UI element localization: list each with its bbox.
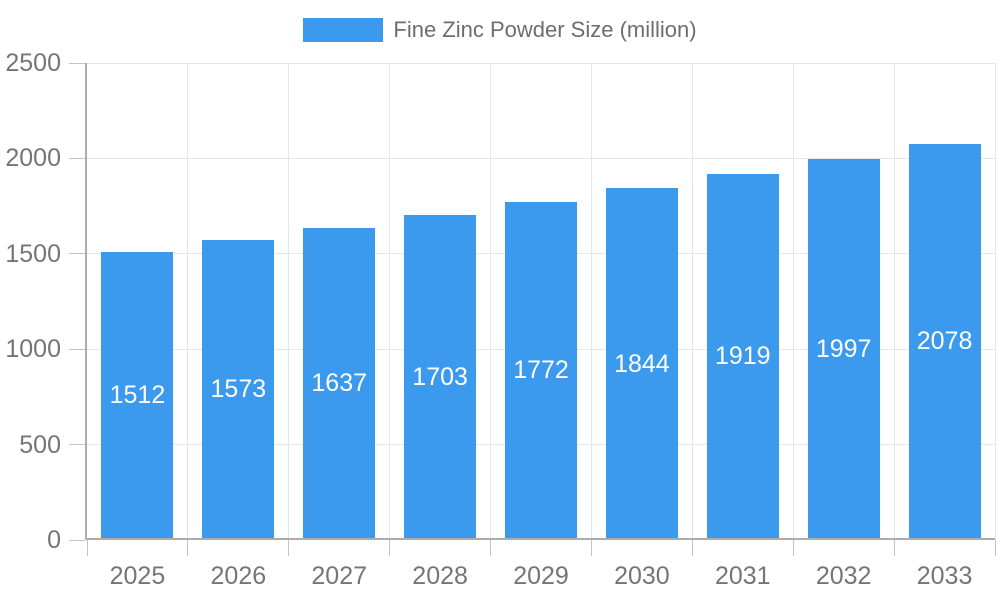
bar-value-label: 1573 — [210, 375, 267, 404]
x-axis-tick — [792, 540, 794, 556]
x-axis-tick — [893, 540, 895, 556]
grid-line-vertical — [288, 63, 290, 540]
x-axis-tick — [994, 540, 996, 556]
legend-swatch — [303, 18, 384, 42]
bar-value-label: 1512 — [109, 381, 166, 410]
y-axis-tick — [69, 539, 85, 541]
x-axis-label: 2027 — [311, 562, 368, 590]
x-axis-label: 2033 — [916, 562, 973, 590]
grid-line-vertical — [691, 63, 693, 540]
grid-line-vertical — [187, 63, 189, 540]
grid-line-vertical — [994, 63, 996, 540]
y-axis-label: 1000 — [5, 335, 61, 364]
grid-line-vertical — [792, 63, 794, 540]
grid-line-horizontal — [87, 62, 995, 64]
bar-2025[interactable]: 1512 — [101, 251, 174, 540]
grid-line-vertical — [490, 63, 492, 540]
y-axis-tick — [69, 444, 85, 446]
y-axis-label: 2000 — [5, 144, 61, 173]
bar-2030[interactable]: 1844 — [605, 188, 678, 540]
bar-value-label: 1919 — [714, 342, 771, 371]
y-axis-label: 500 — [19, 430, 61, 459]
y-axis-label: 1500 — [5, 239, 61, 268]
y-axis-tick — [69, 62, 85, 64]
bar-value-label: 1703 — [412, 363, 468, 392]
x-axis-tick — [490, 540, 492, 556]
x-axis-label: 2029 — [513, 562, 569, 590]
legend-label: Fine Zinc Powder Size (million) — [393, 17, 697, 42]
bar-value-label: 1997 — [815, 334, 872, 363]
x-axis-label: 2031 — [714, 562, 771, 590]
x-axis-line — [85, 538, 995, 540]
x-axis-label: 2025 — [109, 562, 166, 590]
y-axis-tick — [69, 348, 85, 350]
grid-line-vertical — [590, 63, 592, 540]
x-axis-tick — [187, 540, 189, 556]
x-axis-tick — [389, 540, 391, 556]
y-axis-label: 2500 — [5, 49, 61, 77]
bar-2031[interactable]: 1919 — [706, 173, 779, 540]
x-axis-tick — [590, 540, 592, 556]
grid-line-vertical — [893, 63, 895, 540]
x-axis-tick — [288, 540, 290, 556]
bar-value-label: 1844 — [614, 349, 670, 378]
x-axis-label: 2032 — [815, 562, 872, 590]
bar-2029[interactable]: 1772 — [505, 201, 577, 540]
bar-value-label: 1637 — [311, 369, 368, 398]
bar-2027[interactable]: 1637 — [303, 227, 376, 540]
x-axis-tick — [691, 540, 693, 556]
bar-2033[interactable]: 2078 — [908, 143, 981, 540]
grid-line-vertical — [389, 63, 391, 540]
y-axis-line — [85, 63, 87, 540]
bar-value-label: 2078 — [916, 327, 973, 356]
x-axis-label: 2026 — [210, 562, 267, 590]
x-axis-label: 2030 — [614, 562, 670, 590]
bar-2032[interactable]: 1997 — [807, 158, 880, 540]
y-axis-tick — [69, 157, 85, 159]
bar-value-label: 1772 — [513, 356, 569, 385]
grid-line-horizontal — [87, 157, 995, 159]
bar-2028[interactable]: 1703 — [404, 215, 477, 540]
bar-2026[interactable]: 1573 — [202, 239, 275, 540]
x-axis-label: 2028 — [412, 562, 468, 590]
y-axis-label: 0 — [47, 526, 61, 554]
x-axis-tick — [86, 540, 88, 556]
y-axis-tick — [69, 253, 85, 255]
chart-legend[interactable]: Fine Zinc Powder Size (million) — [0, 18, 1000, 42]
